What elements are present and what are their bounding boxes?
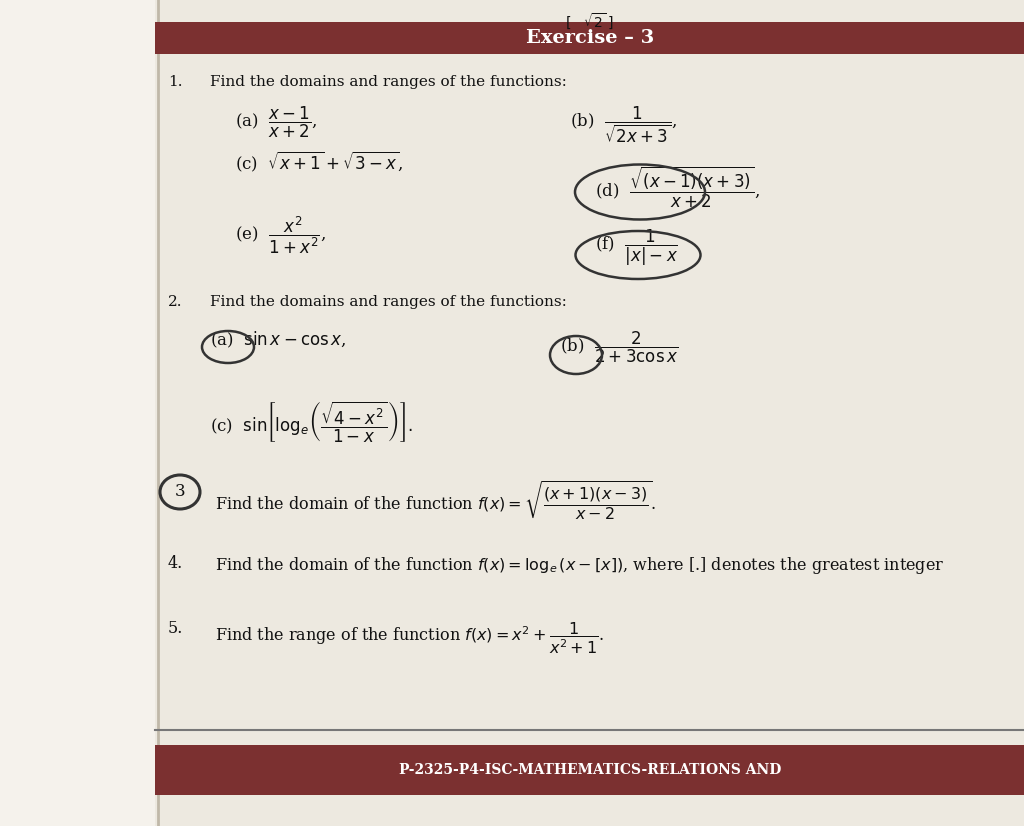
FancyBboxPatch shape <box>155 0 1024 826</box>
Text: P-2325-P4-ISC-MATHEMATICS-RELATIONS AND: P-2325-P4-ISC-MATHEMATICS-RELATIONS AND <box>398 763 781 777</box>
FancyBboxPatch shape <box>155 745 1024 795</box>
Text: (d)  $\dfrac{\sqrt{(x-1)(x+3)}}{x+2}$,: (d) $\dfrac{\sqrt{(x-1)(x+3)}}{x+2}$, <box>595 165 760 210</box>
Text: (b)  $\dfrac{1}{\sqrt{2x+3}}$,: (b) $\dfrac{1}{\sqrt{2x+3}}$, <box>570 105 677 145</box>
Text: (f)  $\dfrac{1}{|x|-x}$: (f) $\dfrac{1}{|x|-x}$ <box>595 228 678 268</box>
Text: (a)  $\sin x - \cos x$,: (a) $\sin x - \cos x$, <box>210 330 346 350</box>
Text: Find the range of the function $f(x) = x^2+\dfrac{1}{x^2+1}$.: Find the range of the function $f(x) = x… <box>215 620 604 656</box>
Text: (c)  $\sqrt{x+1}+\sqrt{3-x}$,: (c) $\sqrt{x+1}+\sqrt{3-x}$, <box>234 150 403 174</box>
FancyBboxPatch shape <box>155 22 1024 54</box>
Text: 4.: 4. <box>168 555 183 572</box>
Text: 1.: 1. <box>168 75 182 89</box>
Text: (e)  $\dfrac{x^2}{1+x^2}$,: (e) $\dfrac{x^2}{1+x^2}$, <box>234 215 326 256</box>
Text: 2.: 2. <box>168 295 182 309</box>
Text: Find the domain of the function $f(x) = \sqrt{\dfrac{(x+1)(x-3)}{x-2}}$.: Find the domain of the function $f(x) = … <box>215 480 656 523</box>
Text: Exercise – 3: Exercise – 3 <box>526 29 654 47</box>
Text: $[\quad \sqrt{2}\;]$: $[\quad \sqrt{2}\;]$ <box>565 12 614 32</box>
Text: (c)  $\sin\!\left[\log_e\!\left(\dfrac{\sqrt{4-x^2}}{1-x}\right)\right].$: (c) $\sin\!\left[\log_e\!\left(\dfrac{\s… <box>210 400 413 445</box>
Text: Find the domains and ranges of the functions:: Find the domains and ranges of the funct… <box>210 75 567 89</box>
Text: (a)  $\dfrac{x-1}{x+2}$,: (a) $\dfrac{x-1}{x+2}$, <box>234 105 317 140</box>
Text: 5.: 5. <box>168 620 183 637</box>
Text: 3: 3 <box>175 483 185 501</box>
Text: (b)  $\dfrac{2}{2+3\cos x}$: (b) $\dfrac{2}{2+3\cos x}$ <box>560 330 679 365</box>
FancyBboxPatch shape <box>0 0 160 826</box>
Text: Find the domain of the function $f(x) = \log_e(x-[x])$, where [.] denotes the gr: Find the domain of the function $f(x) = … <box>215 555 944 576</box>
Text: Find the domains and ranges of the functions:: Find the domains and ranges of the funct… <box>210 295 567 309</box>
